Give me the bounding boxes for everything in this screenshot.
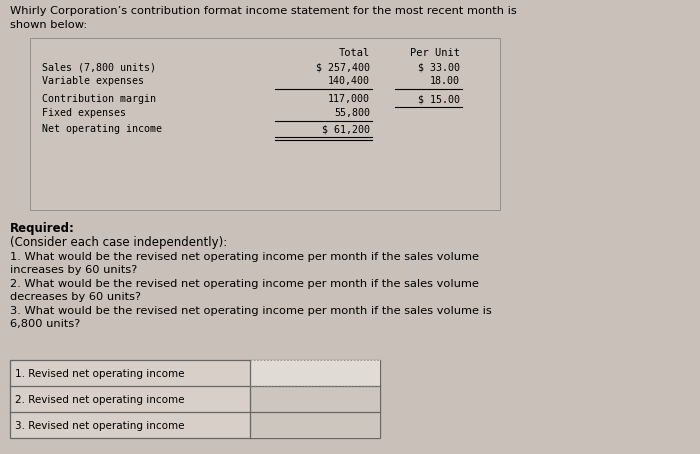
Text: Fixed expenses: Fixed expenses bbox=[42, 108, 126, 118]
Text: increases by 60 units?: increases by 60 units? bbox=[10, 265, 137, 275]
Bar bbox=[250, 386, 380, 412]
Bar bbox=[250, 360, 380, 386]
Bar bbox=[30, 38, 500, 210]
Text: Variable expenses: Variable expenses bbox=[42, 76, 144, 86]
Text: $ 33.00: $ 33.00 bbox=[418, 62, 460, 72]
Text: 3. Revised net operating income: 3. Revised net operating income bbox=[15, 421, 185, 431]
Text: $ 61,200: $ 61,200 bbox=[322, 124, 370, 134]
Text: 140,400: 140,400 bbox=[328, 76, 370, 86]
Text: Required:: Required: bbox=[10, 222, 75, 235]
Text: $ 15.00: $ 15.00 bbox=[418, 94, 460, 104]
Bar bbox=[10, 360, 380, 438]
Text: 6,800 units?: 6,800 units? bbox=[10, 319, 80, 329]
Text: decreases by 60 units?: decreases by 60 units? bbox=[10, 292, 141, 302]
Text: 2. What would be the revised net operating income per month if the sales volume: 2. What would be the revised net operati… bbox=[10, 279, 479, 289]
Text: Total: Total bbox=[339, 48, 370, 58]
Text: 18.00: 18.00 bbox=[430, 76, 460, 86]
Text: 55,800: 55,800 bbox=[334, 108, 370, 118]
Text: Sales (7,800 units): Sales (7,800 units) bbox=[42, 62, 156, 72]
Text: 1. Revised net operating income: 1. Revised net operating income bbox=[15, 369, 185, 379]
Text: (Consider each case independently):: (Consider each case independently): bbox=[10, 236, 228, 249]
Text: $ 257,400: $ 257,400 bbox=[316, 62, 370, 72]
Text: 1. What would be the revised net operating income per month if the sales volume: 1. What would be the revised net operati… bbox=[10, 252, 479, 262]
Text: Whirly Corporation’s contribution format income statement for the most recent mo: Whirly Corporation’s contribution format… bbox=[10, 6, 517, 16]
Text: Contribution margin: Contribution margin bbox=[42, 94, 156, 104]
Text: 117,000: 117,000 bbox=[328, 94, 370, 104]
Text: shown below:: shown below: bbox=[10, 20, 88, 30]
Text: 3. What would be the revised net operating income per month if the sales volume : 3. What would be the revised net operati… bbox=[10, 306, 491, 316]
Text: Net operating income: Net operating income bbox=[42, 124, 162, 134]
Text: Per Unit: Per Unit bbox=[410, 48, 460, 58]
Text: 2. Revised net operating income: 2. Revised net operating income bbox=[15, 395, 185, 405]
Bar bbox=[250, 412, 380, 438]
